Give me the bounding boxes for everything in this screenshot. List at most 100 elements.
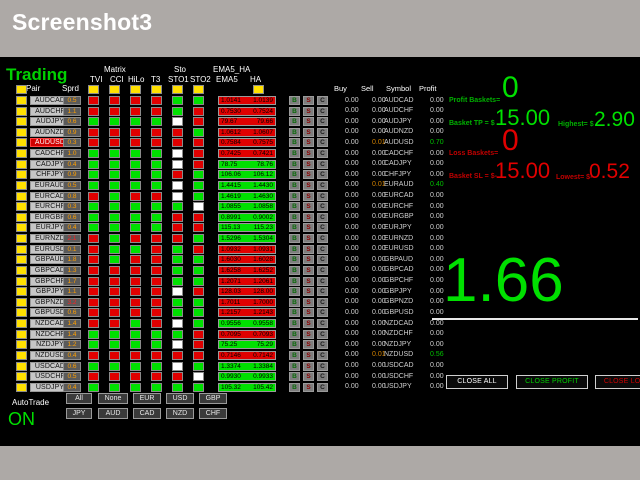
sell-button[interactable]: S	[303, 180, 314, 190]
filter-button-eur[interactable]: EUR	[133, 393, 161, 404]
filter-button-all[interactable]: All	[66, 393, 92, 404]
buy-button[interactable]: B	[289, 106, 300, 116]
buy-lots: 0.00	[345, 351, 359, 359]
ha-value: 0.7093	[253, 330, 273, 338]
buy-button[interactable]: B	[289, 96, 300, 105]
close-button[interactable]: C	[317, 361, 328, 371]
close-button[interactable]: C	[317, 223, 328, 233]
close-button[interactable]: C	[317, 138, 328, 148]
close-button[interactable]: C	[317, 117, 328, 127]
sell-button[interactable]: S	[303, 297, 314, 307]
sell-button[interactable]: S	[303, 372, 314, 382]
buy-button[interactable]: B	[289, 255, 300, 265]
close-button[interactable]: C	[317, 127, 328, 137]
buy-button[interactable]: B	[289, 276, 300, 286]
sell-button[interactable]: S	[303, 340, 314, 350]
close-button[interactable]: C	[317, 255, 328, 265]
close-button[interactable]: C	[317, 191, 328, 201]
buy-button[interactable]: B	[289, 308, 300, 318]
filter-button-usd[interactable]: USD	[166, 393, 194, 404]
filter-button-nzd[interactable]: NZD	[166, 408, 194, 419]
sell-button[interactable]: S	[303, 106, 314, 116]
sell-button[interactable]: S	[303, 138, 314, 148]
filter-button-aud[interactable]: AUD	[98, 408, 128, 419]
buy-button[interactable]: B	[289, 350, 300, 360]
buy-button[interactable]: B	[289, 382, 300, 392]
buy-button[interactable]: B	[289, 127, 300, 137]
close-button[interactable]: C	[317, 170, 328, 180]
close-button[interactable]: C	[317, 234, 328, 244]
sell-button[interactable]: S	[303, 159, 314, 169]
buy-button[interactable]: B	[289, 234, 300, 244]
buy-button[interactable]: B	[289, 329, 300, 339]
close-button[interactable]: C	[317, 276, 328, 286]
sell-button[interactable]: S	[303, 329, 314, 339]
filter-button-gbp[interactable]: GBP	[199, 393, 227, 404]
buy-button[interactable]: B	[289, 297, 300, 307]
buy-button[interactable]: B	[289, 170, 300, 180]
buy-button[interactable]: B	[289, 180, 300, 190]
filter-button-cad[interactable]: CAD	[133, 408, 161, 419]
close-button[interactable]: C	[317, 106, 328, 116]
close-button[interactable]: C	[317, 340, 328, 350]
close-button[interactable]: C	[317, 329, 328, 339]
close-button[interactable]: C	[317, 96, 328, 105]
sell-button[interactable]: S	[303, 149, 314, 159]
close-button[interactable]: C	[317, 180, 328, 190]
buy-button[interactable]: B	[289, 361, 300, 371]
close-button[interactable]: C	[317, 297, 328, 307]
buy-button[interactable]: B	[289, 149, 300, 159]
buy-button[interactable]: B	[289, 117, 300, 127]
sell-button[interactable]: S	[303, 212, 314, 222]
sell-button[interactable]: S	[303, 234, 314, 244]
sell-button[interactable]: S	[303, 244, 314, 254]
sell-button[interactable]: S	[303, 127, 314, 137]
buy-button[interactable]: B	[289, 138, 300, 148]
buy-button[interactable]: B	[289, 191, 300, 201]
buy-button[interactable]: B	[289, 223, 300, 233]
indicator-cell	[109, 265, 120, 275]
close-button[interactable]: C	[317, 319, 328, 329]
filter-button-chf[interactable]: CHF	[199, 408, 227, 419]
close-button[interactable]: C	[317, 212, 328, 222]
sell-button[interactable]: S	[303, 96, 314, 105]
buy-button[interactable]: B	[289, 202, 300, 212]
sell-button[interactable]: S	[303, 319, 314, 329]
close-button[interactable]: C	[317, 372, 328, 382]
sell-button[interactable]: S	[303, 382, 314, 392]
sell-button[interactable]: S	[303, 361, 314, 371]
sell-button[interactable]: S	[303, 191, 314, 201]
sell-button[interactable]: S	[303, 350, 314, 360]
filter-button-jpy[interactable]: JPY	[66, 408, 92, 419]
close-button[interactable]: C	[317, 287, 328, 297]
buy-button[interactable]: B	[289, 265, 300, 275]
buy-button[interactable]: B	[289, 159, 300, 169]
sell-button[interactable]: S	[303, 265, 314, 275]
close-button[interactable]: C	[317, 308, 328, 318]
sell-button[interactable]: S	[303, 202, 314, 212]
buy-button[interactable]: B	[289, 340, 300, 350]
sell-button[interactable]: S	[303, 255, 314, 265]
buy-button[interactable]: B	[289, 212, 300, 222]
buy-button[interactable]: B	[289, 319, 300, 329]
sell-button[interactable]: S	[303, 170, 314, 180]
close-button[interactable]: C	[317, 350, 328, 360]
close-button[interactable]: C	[317, 265, 328, 275]
filter-button-none[interactable]: None	[98, 393, 128, 404]
sell-button[interactable]: S	[303, 308, 314, 318]
sell-button[interactable]: S	[303, 287, 314, 297]
close-button[interactable]: C	[317, 382, 328, 392]
close-all-button[interactable]: CLOSE ALL	[446, 375, 508, 389]
sell-button[interactable]: S	[303, 223, 314, 233]
close-button[interactable]: C	[317, 159, 328, 169]
close-button[interactable]: C	[317, 149, 328, 159]
close-loss-button[interactable]: CLOSE LOSS	[595, 375, 640, 389]
close-button[interactable]: C	[317, 202, 328, 212]
sell-button[interactable]: S	[303, 276, 314, 286]
buy-button[interactable]: B	[289, 372, 300, 382]
buy-button[interactable]: B	[289, 287, 300, 297]
close-button[interactable]: C	[317, 244, 328, 254]
close-profit-button[interactable]: CLOSE PROFIT	[516, 375, 588, 389]
sell-button[interactable]: S	[303, 117, 314, 127]
buy-button[interactable]: B	[289, 244, 300, 254]
